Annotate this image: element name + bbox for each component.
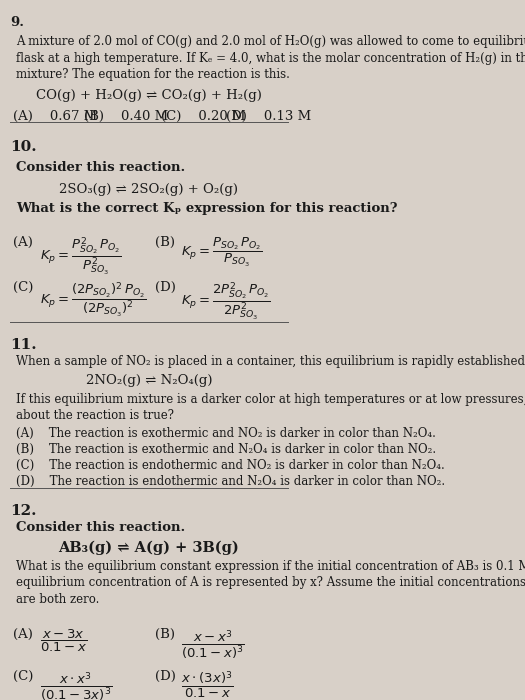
Text: What is the correct Kₚ expression for this reaction?: What is the correct Kₚ expression for th… <box>16 202 397 215</box>
Text: (D): (D) <box>155 670 176 682</box>
Text: are both zero.: are both zero. <box>16 593 100 606</box>
Text: Consider this reaction.: Consider this reaction. <box>16 161 185 174</box>
Text: 2NO₂(g) ⇌ N₂O₄(g): 2NO₂(g) ⇌ N₂O₄(g) <box>86 374 212 388</box>
Text: 9.: 9. <box>10 15 24 29</box>
Text: $\dfrac{x - x^3}{(0.1 - x)^3}$: $\dfrac{x - x^3}{(0.1 - x)^3}$ <box>181 628 245 661</box>
Text: $K_p = \dfrac{(2P_{SO_2})^2\,P_{O_2}}{(2P_{SO_3})^2}$: $K_p = \dfrac{(2P_{SO_2})^2\,P_{O_2}}{(2… <box>40 281 146 320</box>
Text: (A): (A) <box>13 235 33 248</box>
Text: When a sample of NO₂ is placed in a container, this equilibrium is rapidly estab: When a sample of NO₂ is placed in a cont… <box>16 355 525 368</box>
Text: $K_p = \dfrac{P^2_{SO_2}\,P_{O_2}}{P^2_{SO_3}}$: $K_p = \dfrac{P^2_{SO_2}\,P_{O_2}}{P^2_{… <box>40 235 121 277</box>
Text: (C): (C) <box>13 281 34 293</box>
Text: $K_p = \dfrac{P_{SO_2}\,P_{O_2}}{P_{SO_3}}$: $K_p = \dfrac{P_{SO_2}\,P_{O_2}}{P_{SO_3… <box>181 235 262 269</box>
Text: Consider this reaction.: Consider this reaction. <box>16 521 185 533</box>
Text: about the reaction is true?: about the reaction is true? <box>16 409 174 421</box>
Text: 11.: 11. <box>10 339 37 353</box>
Text: (D): (D) <box>155 281 176 293</box>
Text: (D)    The reaction is endothermic and N₂O₄ is darker in color than NO₂.: (D) The reaction is endothermic and N₂O₄… <box>16 475 445 488</box>
Text: What is the equilibrium constant expression if the initial concentration of AB₃ : What is the equilibrium constant express… <box>16 561 525 573</box>
Text: (B)    The reaction is exothermic and N₂O₄ is darker in color than NO₂.: (B) The reaction is exothermic and N₂O₄ … <box>16 442 436 456</box>
Text: $\dfrac{x \cdot x^3}{(0.1 - 3x)^3}$: $\dfrac{x \cdot x^3}{(0.1 - 3x)^3}$ <box>40 670 112 700</box>
Text: 12.: 12. <box>10 504 37 518</box>
Text: (C)    0.20 M: (C) 0.20 M <box>161 109 245 122</box>
Text: flask at a high temperature. If Kₑ = 4.0, what is the molar concentration of H₂(: flask at a high temperature. If Kₑ = 4.0… <box>16 52 525 64</box>
Text: (B): (B) <box>155 628 175 641</box>
Text: 2SO₃(g) ⇌ 2SO₂(g) + O₂(g): 2SO₃(g) ⇌ 2SO₂(g) + O₂(g) <box>59 183 238 196</box>
Text: $\dfrac{x \cdot (3x)^3}{0.1 - x}$: $\dfrac{x \cdot (3x)^3}{0.1 - x}$ <box>181 670 234 700</box>
Text: A mixture of 2.0 mol of CO(g) and 2.0 mol of H₂O(g) was allowed to come to equil: A mixture of 2.0 mol of CO(g) and 2.0 mo… <box>16 35 525 48</box>
Text: (A)    The reaction is exothermic and NO₂ is darker in color than N₂O₄.: (A) The reaction is exothermic and NO₂ i… <box>16 426 436 440</box>
Text: If this equilibrium mixture is a darker color at high temperatures or at low pre: If this equilibrium mixture is a darker … <box>16 393 525 405</box>
Text: (A)    0.67 M: (A) 0.67 M <box>13 109 98 122</box>
Text: AB₃(g) ⇌ A(g) + 3B(g): AB₃(g) ⇌ A(g) + 3B(g) <box>58 541 239 556</box>
Text: (D)    0.13 M: (D) 0.13 M <box>226 109 311 122</box>
Text: 10.: 10. <box>10 140 37 154</box>
Text: (C): (C) <box>13 670 34 682</box>
Text: CO(g) + H₂O(g) ⇌ CO₂(g) + H₂(g): CO(g) + H₂O(g) ⇌ CO₂(g) + H₂(g) <box>36 89 262 102</box>
Text: (B): (B) <box>155 235 175 248</box>
Text: (B)    0.40 M: (B) 0.40 M <box>84 109 168 122</box>
Text: (C)    The reaction is endothermic and NO₂ is darker in color than N₂O₄.: (C) The reaction is endothermic and NO₂ … <box>16 458 445 472</box>
Text: $K_p = \dfrac{2P^2_{SO_2}\,P_{O_2}}{2P^2_{SO_3}}$: $K_p = \dfrac{2P^2_{SO_2}\,P_{O_2}}{2P^2… <box>181 281 271 323</box>
Text: equilibrium concentration of A is represented by x? Assume the initial concentra: equilibrium concentration of A is repres… <box>16 577 525 589</box>
Text: mixture? The equation for the reaction is this.: mixture? The equation for the reaction i… <box>16 69 290 81</box>
Text: $\dfrac{x - 3x}{0.1 - x}$: $\dfrac{x - 3x}{0.1 - x}$ <box>40 628 87 654</box>
Text: (A): (A) <box>13 628 33 641</box>
